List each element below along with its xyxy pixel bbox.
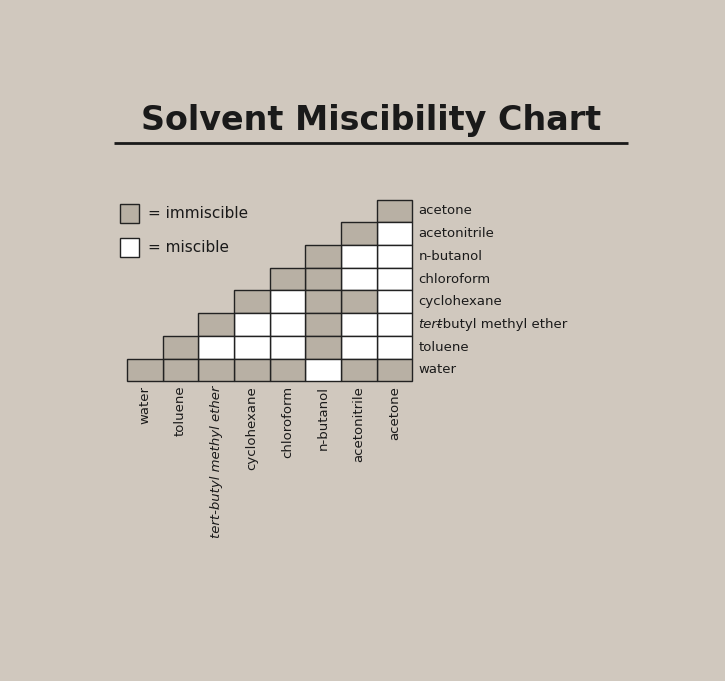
Bar: [234, 290, 270, 313]
Text: n-butanol: n-butanol: [317, 386, 330, 450]
Text: Solvent Miscibility Chart: Solvent Miscibility Chart: [141, 104, 601, 137]
Text: cyclohexane: cyclohexane: [245, 386, 258, 470]
Bar: [305, 336, 341, 358]
Bar: [199, 336, 234, 358]
Bar: [305, 313, 341, 336]
Bar: [270, 336, 305, 358]
Bar: [376, 200, 413, 222]
Bar: [270, 313, 305, 336]
Bar: [376, 313, 413, 336]
Bar: [376, 268, 413, 290]
Bar: [376, 336, 413, 358]
Text: toluene: toluene: [174, 386, 187, 437]
Bar: [305, 290, 341, 313]
Text: acetonitrile: acetonitrile: [352, 386, 365, 462]
Bar: [162, 358, 199, 381]
Text: chloroform: chloroform: [281, 386, 294, 458]
Text: n-butanol: n-butanol: [418, 250, 482, 263]
Bar: [234, 358, 270, 381]
Bar: [270, 290, 305, 313]
Bar: [305, 245, 341, 268]
Text: water: water: [138, 386, 152, 424]
Text: acetonitrile: acetonitrile: [418, 227, 494, 240]
Bar: [199, 358, 234, 381]
Bar: [127, 358, 162, 381]
Text: chloroform: chloroform: [418, 272, 491, 285]
Bar: [341, 245, 376, 268]
Text: = miscible: = miscible: [148, 240, 229, 255]
Bar: [376, 222, 413, 245]
Bar: [341, 358, 376, 381]
Bar: [376, 358, 413, 381]
Bar: [341, 268, 376, 290]
Bar: [120, 204, 138, 223]
Bar: [376, 245, 413, 268]
Text: water: water: [418, 364, 457, 377]
Bar: [162, 336, 199, 358]
Text: tert: tert: [418, 318, 442, 331]
Bar: [305, 358, 341, 381]
Text: acetone: acetone: [418, 204, 472, 217]
Bar: [341, 313, 376, 336]
Bar: [234, 313, 270, 336]
Text: = immiscible: = immiscible: [148, 206, 248, 221]
Bar: [234, 336, 270, 358]
Text: cyclohexane: cyclohexane: [418, 296, 502, 308]
Bar: [341, 336, 376, 358]
Text: acetone: acetone: [388, 386, 401, 440]
Bar: [270, 358, 305, 381]
Bar: [341, 222, 376, 245]
Bar: [341, 290, 376, 313]
Text: tert-butyl methyl ether: tert-butyl methyl ether: [210, 386, 223, 538]
Bar: [305, 268, 341, 290]
Bar: [270, 268, 305, 290]
Bar: [120, 238, 138, 257]
Bar: [376, 290, 413, 313]
Text: toluene: toluene: [418, 340, 469, 353]
Text: –butyl methyl ether: –butyl methyl ether: [436, 318, 567, 331]
Bar: [199, 313, 234, 336]
